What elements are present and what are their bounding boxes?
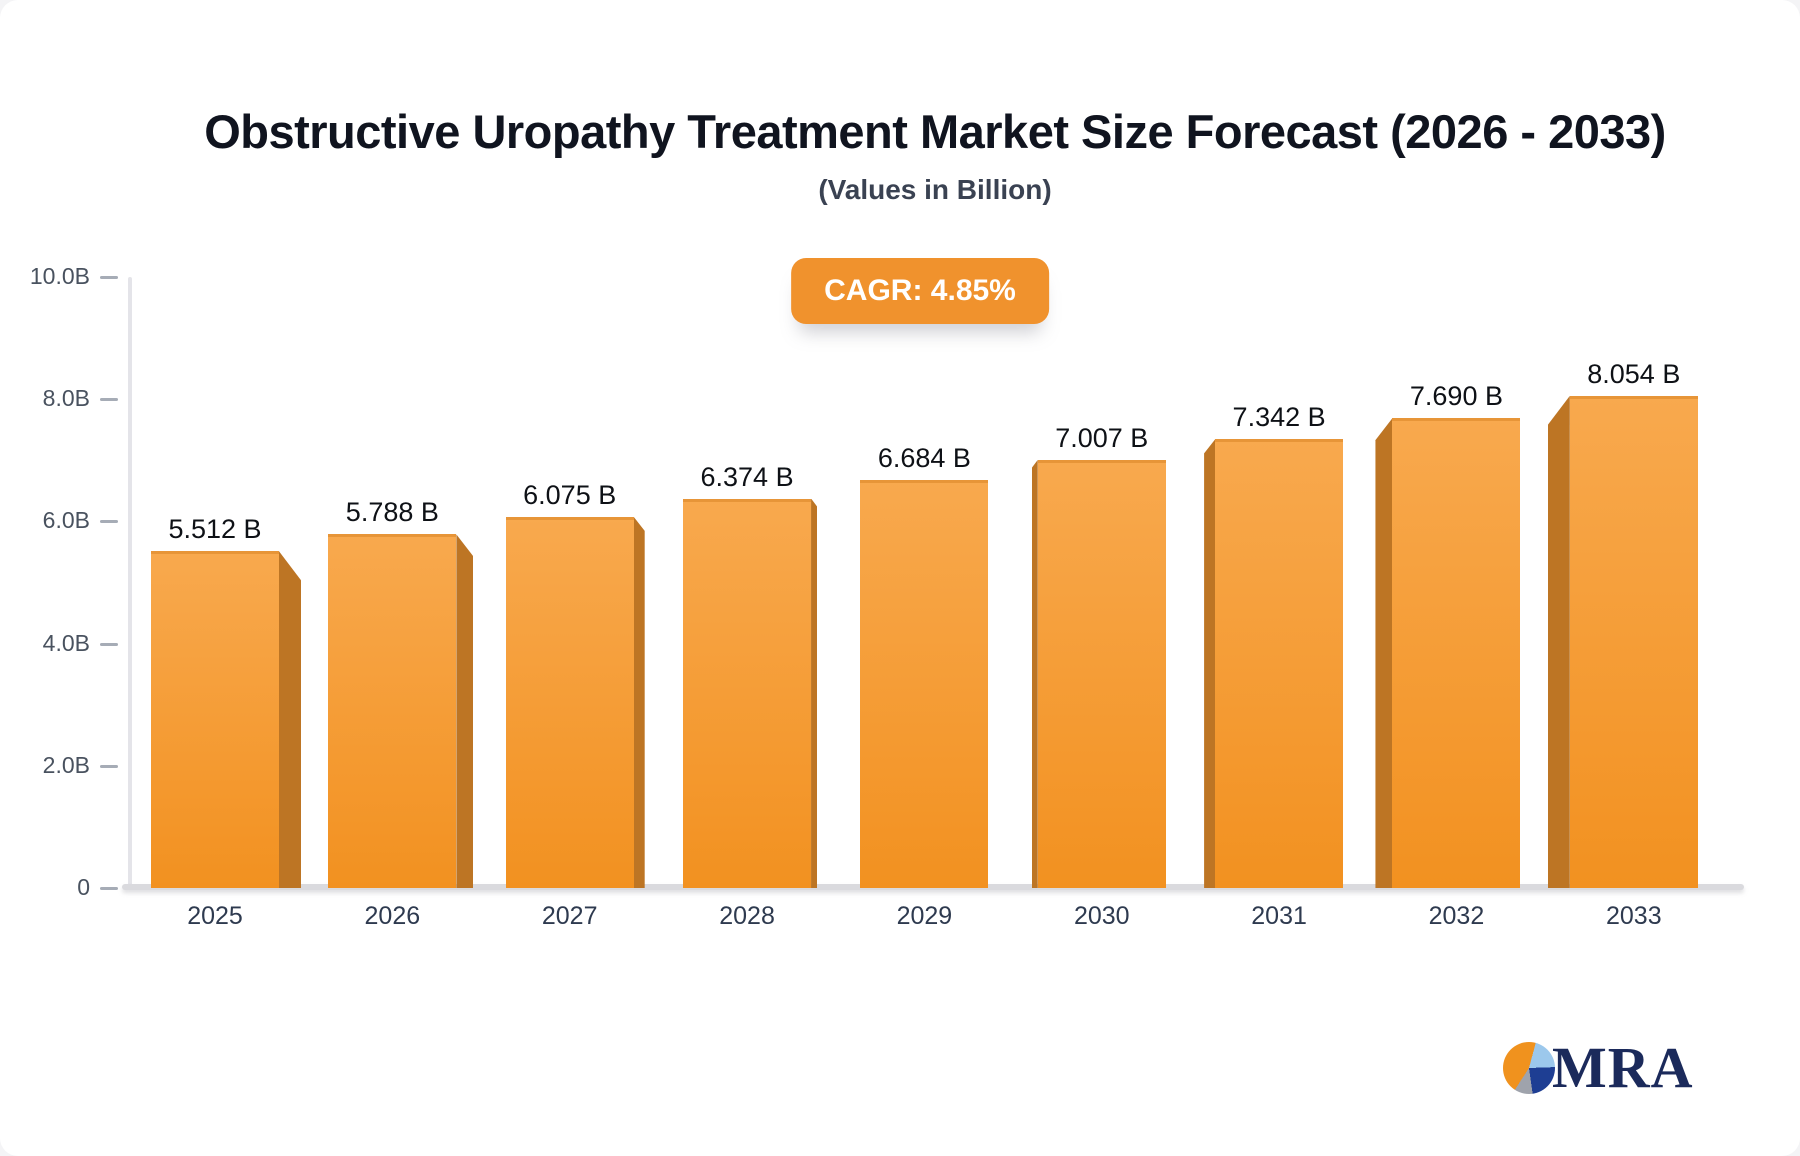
bar-side-face-2025 [279, 551, 301, 888]
bar-value-label-2025: 5.512 B [168, 514, 262, 545]
bar-side-face-2027 [633, 516, 645, 888]
bar-2032 [1392, 418, 1521, 888]
bar-value-label-2028: 6.374 B [700, 461, 794, 492]
bar-side-face-2032 [1375, 418, 1393, 888]
y-tick-dash [100, 398, 118, 402]
y-tick-dash [100, 764, 118, 768]
bar-value-label-2029: 6.684 B [877, 442, 971, 473]
bar-2029 [860, 479, 989, 888]
x-axis-label-2026: 2026 [364, 902, 421, 930]
bar-2031 [1215, 439, 1344, 888]
bar-side-face-2028 [811, 498, 818, 888]
bar-value-label-2031: 7.342 B [1232, 402, 1326, 433]
pie-chart-icon [1503, 1042, 1555, 1094]
y-axis-line [128, 277, 132, 888]
x-axis-label-2029: 2029 [896, 902, 953, 930]
bar-2025 [151, 551, 279, 888]
x-axis-label-2027: 2027 [541, 902, 598, 930]
bar-2030 [1037, 459, 1166, 888]
y-tick-dash [100, 520, 118, 524]
bar-value-label-2033: 8.054 B [1587, 358, 1681, 389]
y-tick-label: 2.0B [42, 751, 90, 778]
bar-side-face-2031 [1204, 439, 1216, 888]
y-tick-label: 8.0B [42, 385, 90, 412]
x-axis-label-2030: 2030 [1073, 902, 1130, 930]
bar-side-face-2033 [1547, 395, 1570, 888]
y-tick-dash [100, 276, 118, 279]
y-tick-label: 0 [77, 874, 90, 900]
chart-title: Obstructive Uropathy Treatment Market Si… [204, 105, 1666, 158]
x-axis-label-2025: 2025 [187, 902, 243, 930]
y-tick-label: 6.0B [42, 507, 90, 534]
bar-value-label-2030: 7.007 B [1055, 422, 1149, 453]
chart-subtitle: (Values in Billion) [818, 174, 1052, 205]
bar-2028 [683, 498, 812, 888]
y-tick-label: 10.0B [29, 263, 90, 289]
x-axis-label-2028: 2028 [719, 902, 775, 930]
bar-2026 [328, 534, 457, 888]
bar-side-face-2026 [456, 534, 474, 888]
bar-2033 [1569, 395, 1698, 888]
y-tick-label: 4.0B [42, 629, 90, 656]
bar-2027 [505, 516, 634, 888]
brand-logo: MRA [1503, 1035, 1694, 1100]
bar-value-label-2026: 5.788 B [345, 497, 439, 528]
x-axis-label-2033: 2033 [1605, 902, 1662, 930]
bar-side-face-2030 [1031, 459, 1038, 888]
x-axis-label-2032: 2032 [1428, 902, 1485, 930]
cagr-badge: CAGR: 4.85% [791, 258, 1049, 324]
y-tick-dash [100, 887, 118, 890]
bar-value-label-2027: 6.075 B [523, 479, 617, 510]
logo-text: MRA [1552, 1035, 1694, 1100]
y-tick-dash [100, 642, 118, 646]
x-axis-label-2031: 2031 [1251, 902, 1307, 930]
bar-value-label-2032: 7.690 B [1409, 381, 1503, 412]
